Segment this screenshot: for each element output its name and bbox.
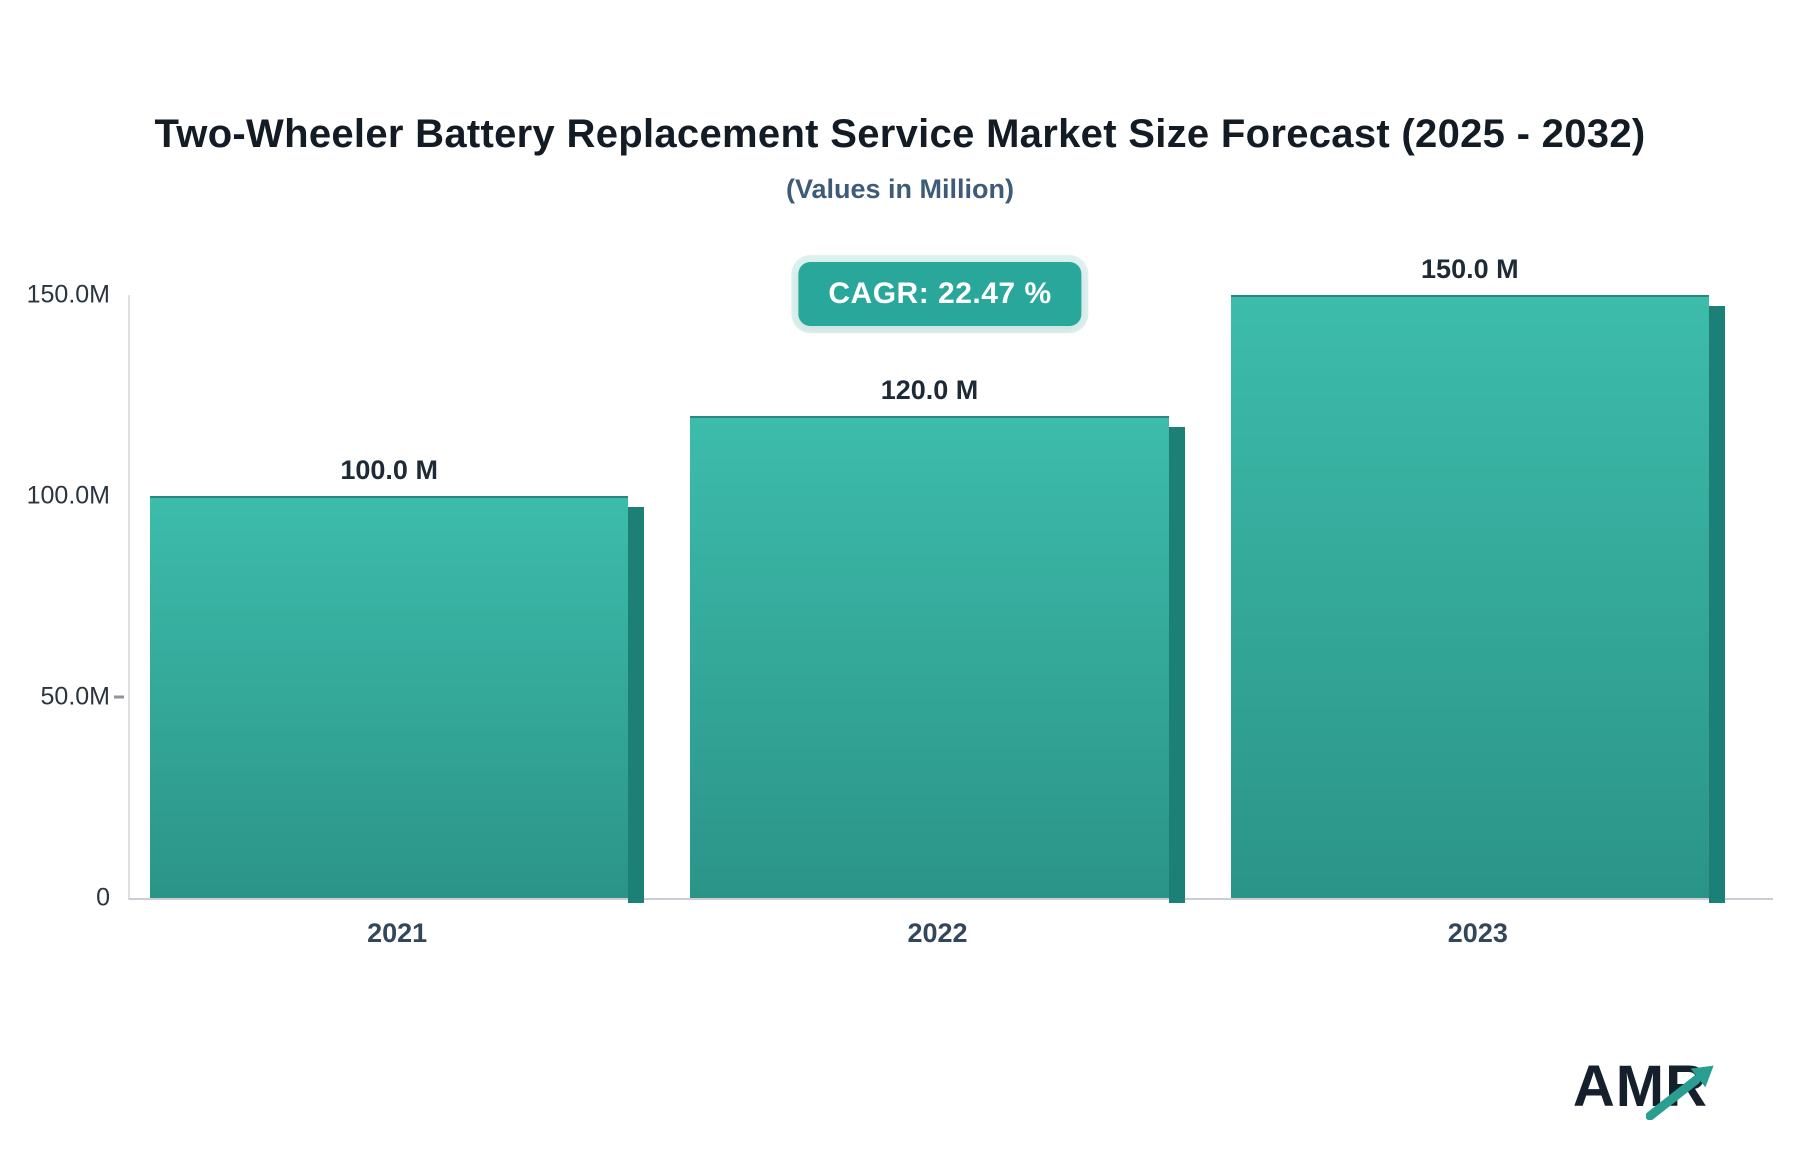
bar-group: 120.0 M (690, 295, 1185, 904)
x-category-label: 2022 (907, 918, 968, 948)
bar-value-label: 100.0 M (340, 455, 438, 485)
bar-group: 150.0 M (1230, 254, 1726, 903)
bar-value-label: 150.0 M (1421, 254, 1519, 284)
x-category-label: 2021 (367, 918, 428, 948)
y-tick-label: 100.0M (26, 481, 110, 510)
x-axis: 2021 2022 2023 (150, 898, 1725, 949)
cagr-badge: CAGR: 22.47 % (798, 262, 1082, 326)
x-category-label: 2023 (1447, 918, 1508, 948)
bar-2023: 150.0 M (1230, 254, 1726, 903)
chart-title: Two-Wheeler Battery Replacement Service … (154, 112, 1646, 156)
y-tick-label: 50.0M (40, 682, 110, 711)
amr-logo: AMR (1573, 1053, 1714, 1120)
growth-arrow-icon (1646, 1065, 1714, 1120)
bar-value-label: 120.0 M (880, 374, 979, 405)
y-axis: 0 50.0M 100.0M 150.0M (6, 281, 130, 912)
bar-2021: 100.0 M (150, 455, 645, 903)
y-tick-label: 150.0M (26, 280, 110, 309)
y-tick-label: 0 (96, 883, 110, 912)
y-tick-mark (114, 695, 124, 699)
bar-group: 100.0 M (150, 295, 645, 903)
chart-subtitle: (Values in Million) (785, 174, 1015, 204)
bar-2022: 120.0 M (690, 375, 1185, 904)
bars: 100.0 M 120.0 M 150.0 M (150, 254, 1726, 904)
plot-area: 0 50.0M 100.0M 150.0M 100.0 M 120.0 M 150.0 M… (27, 254, 1773, 948)
